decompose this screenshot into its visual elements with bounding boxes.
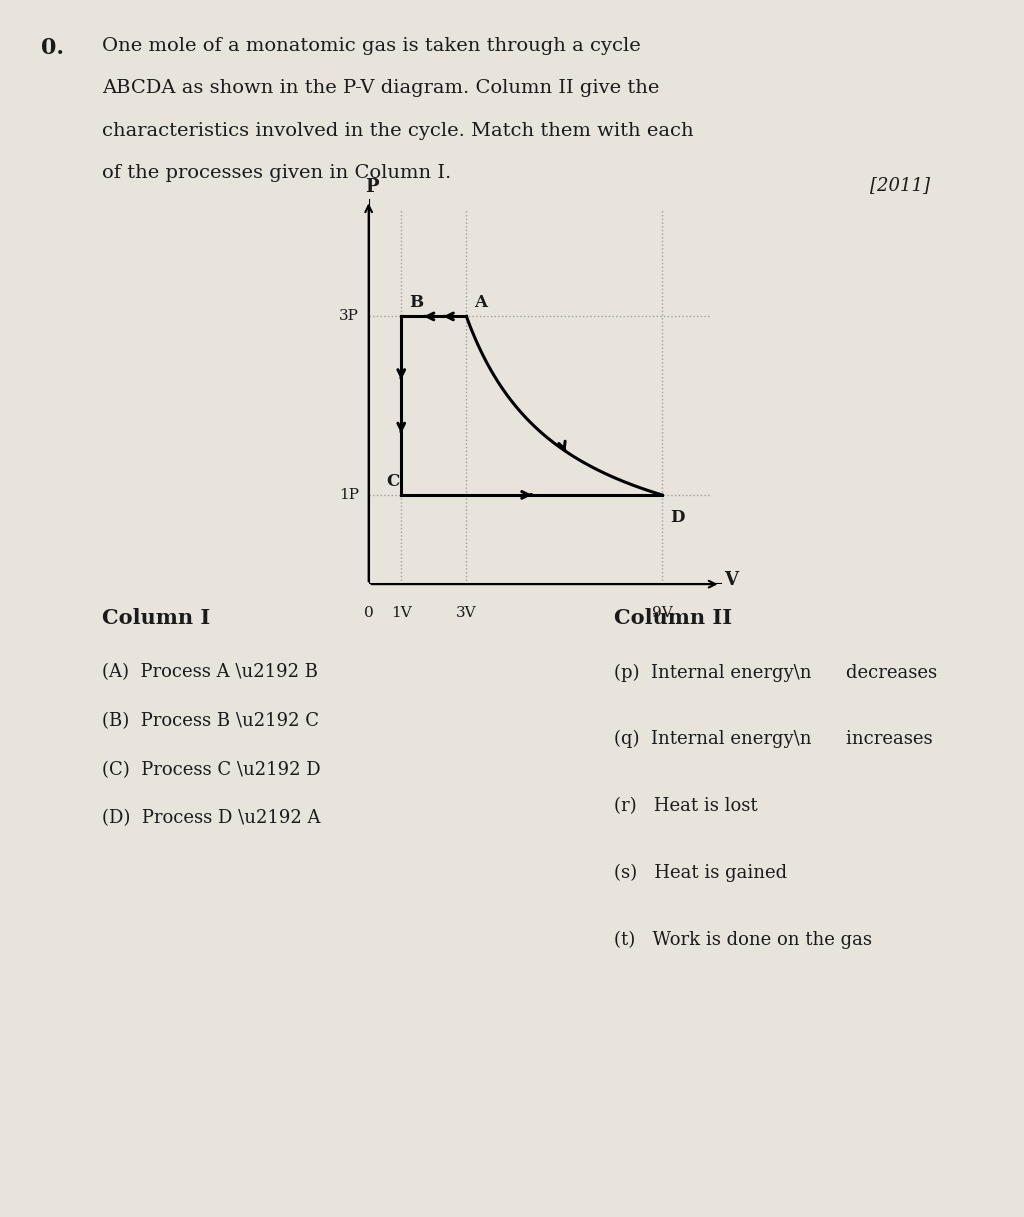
Text: characteristics involved in the cycle. Match them with each: characteristics involved in the cycle. M… <box>102 122 694 140</box>
Text: Column I: Column I <box>102 608 211 628</box>
Text: 3P: 3P <box>339 309 358 324</box>
Text: D: D <box>670 509 684 526</box>
Text: A: A <box>474 295 487 312</box>
Text: V: V <box>724 571 737 589</box>
Text: 1P: 1P <box>339 488 358 501</box>
Text: Column II: Column II <box>614 608 732 628</box>
Text: B: B <box>410 295 424 312</box>
Text: (t)   Work is done on the gas: (t) Work is done on the gas <box>614 931 872 949</box>
Text: (q)  Internal energy\n      increases: (q) Internal energy\n increases <box>614 730 933 748</box>
Text: (C)  Process C \u2192 D: (C) Process C \u2192 D <box>102 761 322 779</box>
Text: 0.: 0. <box>41 37 63 58</box>
Text: (A)  Process A \u2192 B: (A) Process A \u2192 B <box>102 663 318 682</box>
Text: [2011]: [2011] <box>870 176 931 195</box>
Text: (p)  Internal energy\n      decreases: (p) Internal energy\n decreases <box>614 663 938 682</box>
Text: (s)   Heat is gained: (s) Heat is gained <box>614 864 787 882</box>
Text: P: P <box>366 178 379 196</box>
Text: (D)  Process D \u2192 A: (D) Process D \u2192 A <box>102 809 321 828</box>
Text: 1V: 1V <box>391 606 412 621</box>
Text: ABCDA as shown in the P-V diagram. Column II give the: ABCDA as shown in the P-V diagram. Colum… <box>102 79 659 97</box>
Text: of the processes given in Column I.: of the processes given in Column I. <box>102 164 452 183</box>
Text: 9V: 9V <box>651 606 672 621</box>
Text: One mole of a monatomic gas is taken through a cycle: One mole of a monatomic gas is taken thr… <box>102 37 641 55</box>
Text: C: C <box>387 473 399 490</box>
Text: (B)  Process B \u2192 C: (B) Process B \u2192 C <box>102 712 319 730</box>
Text: 0: 0 <box>364 606 374 621</box>
Text: 3V: 3V <box>456 606 477 621</box>
Text: (r)   Heat is lost: (r) Heat is lost <box>614 797 758 815</box>
